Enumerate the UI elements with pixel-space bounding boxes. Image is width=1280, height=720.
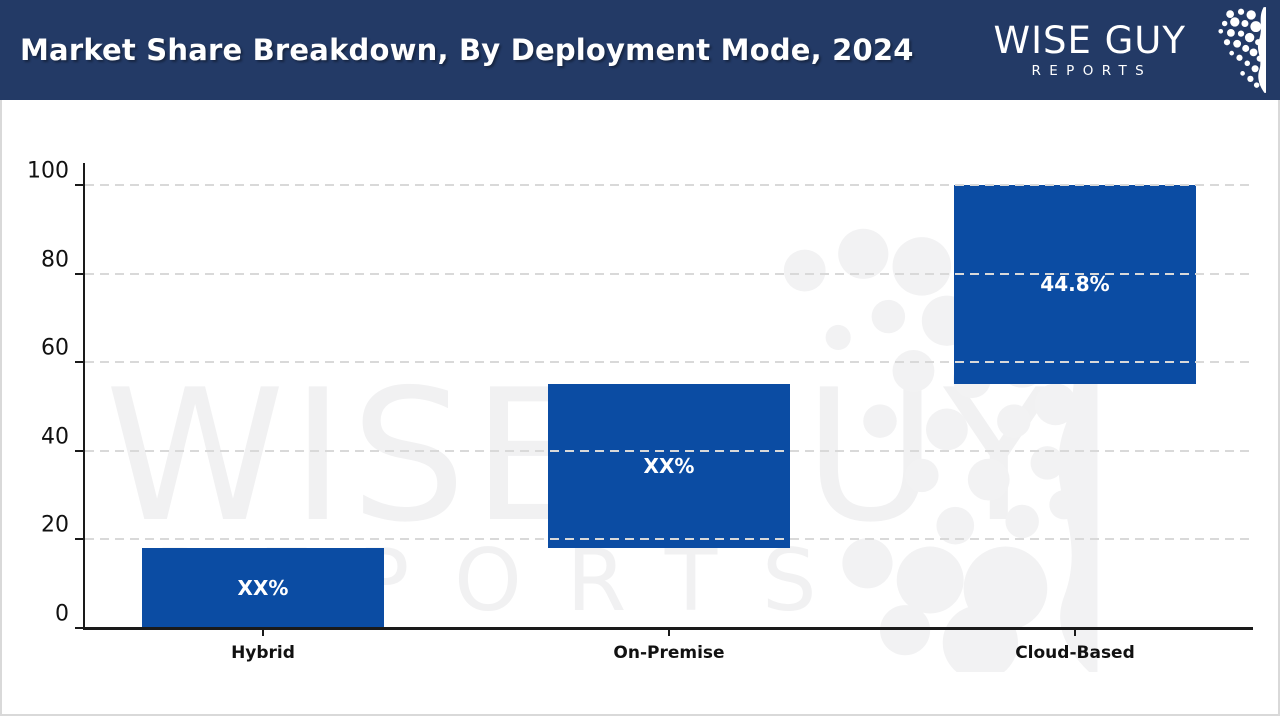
y-tick-60	[75, 361, 83, 364]
page-title: Market Share Breakdown, By Deployment Mo…	[20, 33, 914, 67]
y-tick-0	[75, 627, 83, 629]
y-tick-40	[75, 449, 83, 452]
logo-face-icon	[1218, 7, 1266, 93]
gridline-20	[85, 538, 1253, 541]
x-tick-cloud-based	[1073, 628, 1076, 636]
bar-value-label: XX%	[237, 576, 289, 601]
y-tick-label-80: 80	[41, 247, 69, 273]
y-tick-label-0: 0	[55, 601, 69, 627]
bar-cloud-based: 44.8%	[953, 185, 1196, 384]
gridline-100	[85, 184, 1253, 187]
x-tick-hybrid	[262, 628, 264, 636]
x-tick-on-premise	[668, 628, 670, 636]
bar-value-label: 44.8%	[1040, 272, 1110, 297]
y-tick-100	[75, 184, 83, 187]
y-tick-label-40: 40	[41, 424, 69, 450]
bar-value-label: XX%	[643, 453, 695, 478]
y-tick-label-60: 60	[41, 335, 69, 361]
logo-wordmark: WISE GUY REPORTS	[994, 22, 1186, 79]
y-tick-80	[75, 272, 83, 275]
y-tick-20	[75, 538, 83, 541]
bar-on-premise: XX%	[548, 383, 790, 549]
gridline-40	[85, 449, 1253, 452]
logo-line2: REPORTS	[1031, 62, 1153, 79]
y-axis-line	[83, 163, 85, 628]
category-label-hybrid: Hybrid	[231, 643, 295, 663]
y-tick-label-20: 20	[41, 512, 69, 538]
gridline-80	[85, 272, 1253, 275]
gridline-60	[85, 361, 1253, 364]
y-tick-label-100: 100	[27, 158, 69, 184]
category-label-on-premise: On-Premise	[613, 643, 725, 663]
wise-guy-logo: WISE GUY REPORTS	[994, 7, 1266, 93]
header: Market Share Breakdown, By Deployment Mo…	[0, 0, 1280, 100]
category-label-cloud-based: Cloud-Based	[1015, 643, 1135, 663]
plot-area: 0 20 40 60 80 100 XX% Hybrid XX% On-Premise 44.8% C…	[27, 159, 1253, 663]
bar-hybrid: XX%	[142, 548, 384, 628]
logo-line1: WISE GUY	[993, 18, 1186, 62]
